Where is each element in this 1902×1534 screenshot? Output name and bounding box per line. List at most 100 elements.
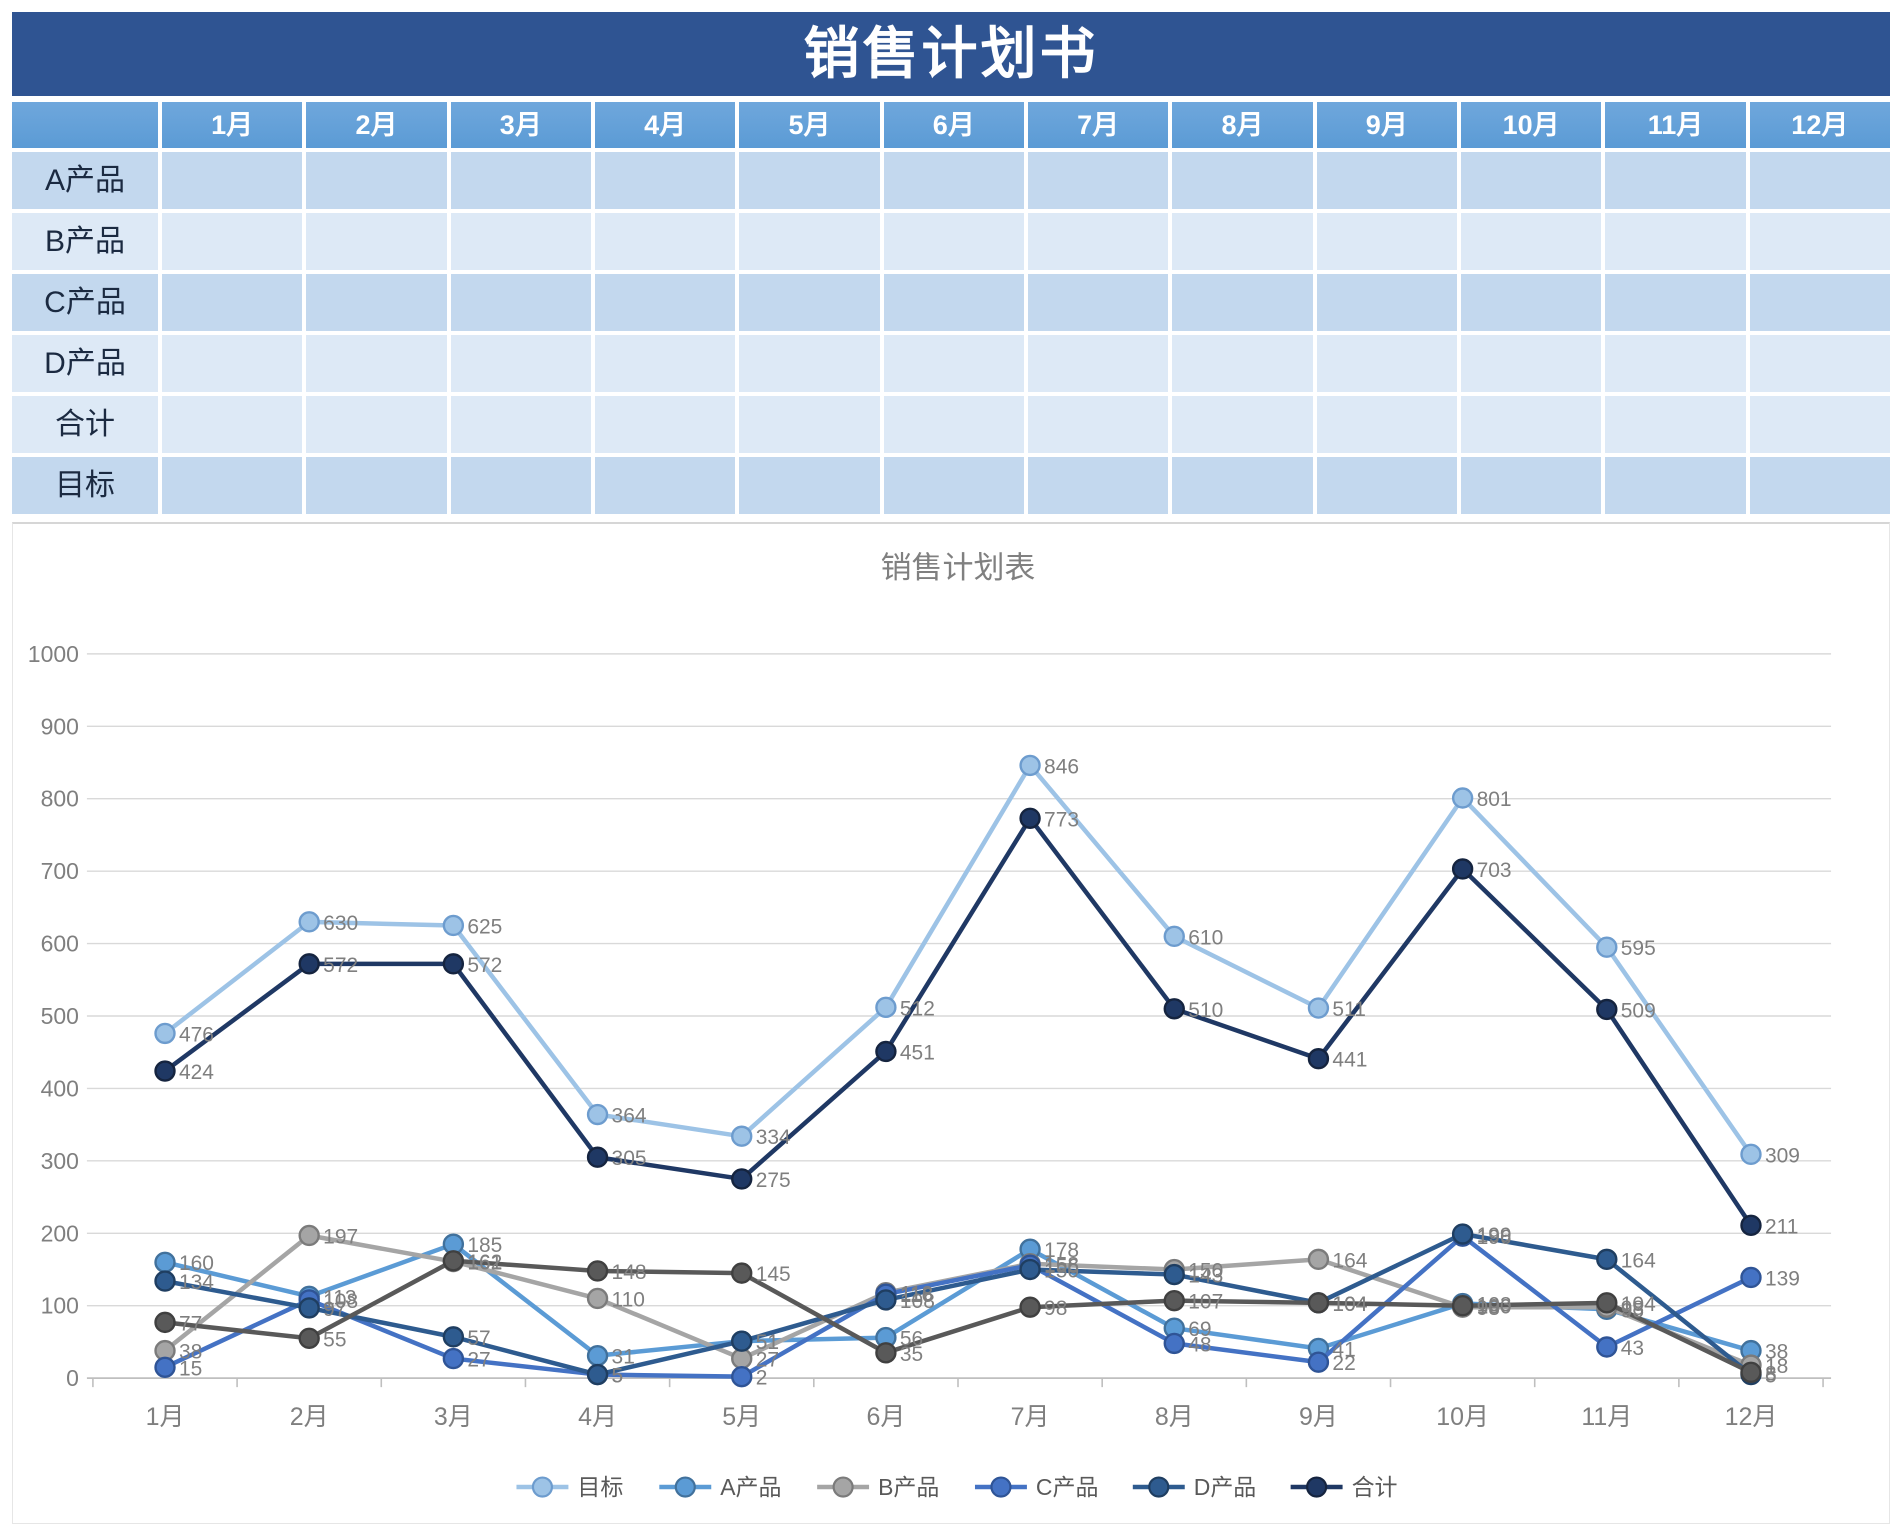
month-header-cell[interactable]: 8月 (1172, 102, 1313, 148)
table-cell[interactable] (1027, 274, 1169, 331)
table-cell[interactable] (1605, 213, 1746, 270)
table-cell[interactable] (1172, 396, 1313, 453)
table-cell[interactable] (1172, 213, 1313, 270)
table-cell[interactable] (1460, 274, 1602, 331)
table-cell[interactable] (739, 457, 880, 514)
table-cell[interactable] (162, 396, 303, 453)
x-axis-category-label: 6月 (866, 1403, 905, 1431)
data-point-marker (1596, 936, 1618, 958)
table-cell[interactable] (739, 396, 880, 453)
table-cell[interactable] (306, 152, 447, 209)
table-cell[interactable] (739, 274, 880, 331)
table-cell[interactable] (1316, 396, 1457, 453)
table-corner-cell[interactable] (12, 102, 158, 148)
table-cell[interactable] (594, 152, 736, 209)
table-cell[interactable] (1316, 213, 1457, 270)
table-cell[interactable] (1172, 152, 1313, 209)
table-cell[interactable] (1460, 457, 1602, 514)
row-label-cell[interactable]: C产品 (12, 274, 158, 331)
table-cell[interactable] (450, 274, 591, 331)
table-cell[interactable] (594, 213, 736, 270)
table-cell[interactable] (883, 213, 1024, 270)
table-cell[interactable] (306, 213, 447, 270)
table-cell[interactable] (594, 457, 736, 514)
table-cell[interactable] (739, 335, 880, 392)
month-header-cell[interactable]: 6月 (883, 102, 1024, 148)
table-cell[interactable] (1027, 335, 1169, 392)
row-label-cell[interactable]: 合计 (12, 396, 158, 453)
table-cell[interactable] (883, 152, 1024, 209)
table-cell[interactable] (1605, 396, 1746, 453)
table-cell[interactable] (306, 335, 447, 392)
table-cell[interactable] (883, 274, 1024, 331)
data-point-marker (442, 1326, 465, 1348)
data-label: 630 (323, 912, 358, 935)
table-cell[interactable] (1027, 152, 1169, 209)
month-header-cell[interactable]: 9月 (1316, 102, 1457, 148)
table-cell[interactable] (450, 396, 591, 453)
table-cell[interactable] (594, 274, 736, 331)
table-cell[interactable] (1749, 396, 1890, 453)
table-cell[interactable] (739, 213, 880, 270)
table-cell[interactable] (1027, 213, 1169, 270)
table-cell[interactable] (162, 274, 303, 331)
table-cell[interactable] (450, 335, 591, 392)
month-header-cell[interactable]: 1月 (162, 102, 303, 148)
legend-label: 目标 (577, 1474, 623, 1500)
table-cell[interactable] (739, 152, 880, 209)
table-cell[interactable] (306, 274, 447, 331)
data-point-marker (731, 1347, 753, 1370)
table-cell[interactable] (1460, 396, 1602, 453)
table-cell[interactable] (594, 396, 736, 453)
table-cell[interactable] (1605, 274, 1746, 331)
row-label-cell[interactable]: 目标 (12, 457, 158, 514)
table-cell[interactable] (162, 457, 303, 514)
table-cell[interactable] (1749, 152, 1890, 209)
table-cell[interactable] (1172, 457, 1313, 514)
table-cell[interactable] (1316, 457, 1457, 514)
table-cell[interactable] (883, 457, 1024, 514)
table-cell[interactable] (1749, 274, 1890, 331)
row-label-cell[interactable]: B产品 (12, 213, 158, 270)
table-cell[interactable] (1605, 152, 1746, 209)
table-cell[interactable] (883, 396, 1024, 453)
table-cell[interactable] (1749, 213, 1890, 270)
month-header-cell[interactable]: 4月 (594, 102, 736, 148)
month-header-cell[interactable]: 11月 (1605, 102, 1746, 148)
table-cell[interactable] (450, 457, 591, 514)
month-header-cell[interactable]: 12月 (1749, 102, 1890, 148)
table-cell[interactable] (1316, 152, 1457, 209)
sales-chart-section[interactable]: 0 100 200 300 400 500 600 700 800 900 1000 1月 2月 3月 4月… (12, 522, 1890, 1524)
table-cell[interactable] (1027, 457, 1169, 514)
table-cell[interactable] (594, 335, 736, 392)
table-cell[interactable] (162, 213, 303, 270)
data-label: 110 (612, 1288, 645, 1311)
table-cell[interactable] (1316, 274, 1457, 331)
table-cell[interactable] (1749, 335, 1890, 392)
table-cell[interactable] (1460, 335, 1602, 392)
month-header-cell[interactable]: 7月 (1027, 102, 1169, 148)
month-header-cell[interactable]: 3月 (450, 102, 591, 148)
table-cell[interactable] (162, 335, 303, 392)
table-cell[interactable] (162, 152, 303, 209)
table-cell[interactable] (1605, 335, 1746, 392)
month-header-cell[interactable]: 5月 (739, 102, 880, 148)
row-label-cell[interactable]: D产品 (12, 335, 158, 392)
table-cell[interactable] (883, 335, 1024, 392)
month-header-cell[interactable]: 10月 (1460, 102, 1602, 148)
table-cell[interactable] (1605, 457, 1746, 514)
table-cell[interactable] (450, 213, 591, 270)
table-cell[interactable] (1460, 213, 1602, 270)
table-cell[interactable] (306, 396, 447, 453)
table-cell[interactable] (1172, 335, 1313, 392)
table-cell[interactable] (306, 457, 447, 514)
table-cell[interactable] (1027, 396, 1169, 453)
table-cell[interactable] (1749, 457, 1890, 514)
table-cell[interactable] (450, 152, 591, 209)
row-label-cell[interactable]: A产品 (12, 152, 158, 209)
data-label: 134 (179, 1271, 214, 1294)
table-cell[interactable] (1460, 152, 1602, 209)
table-cell[interactable] (1172, 274, 1313, 331)
table-cell[interactable] (1316, 335, 1457, 392)
month-header-cell[interactable]: 2月 (306, 102, 447, 148)
